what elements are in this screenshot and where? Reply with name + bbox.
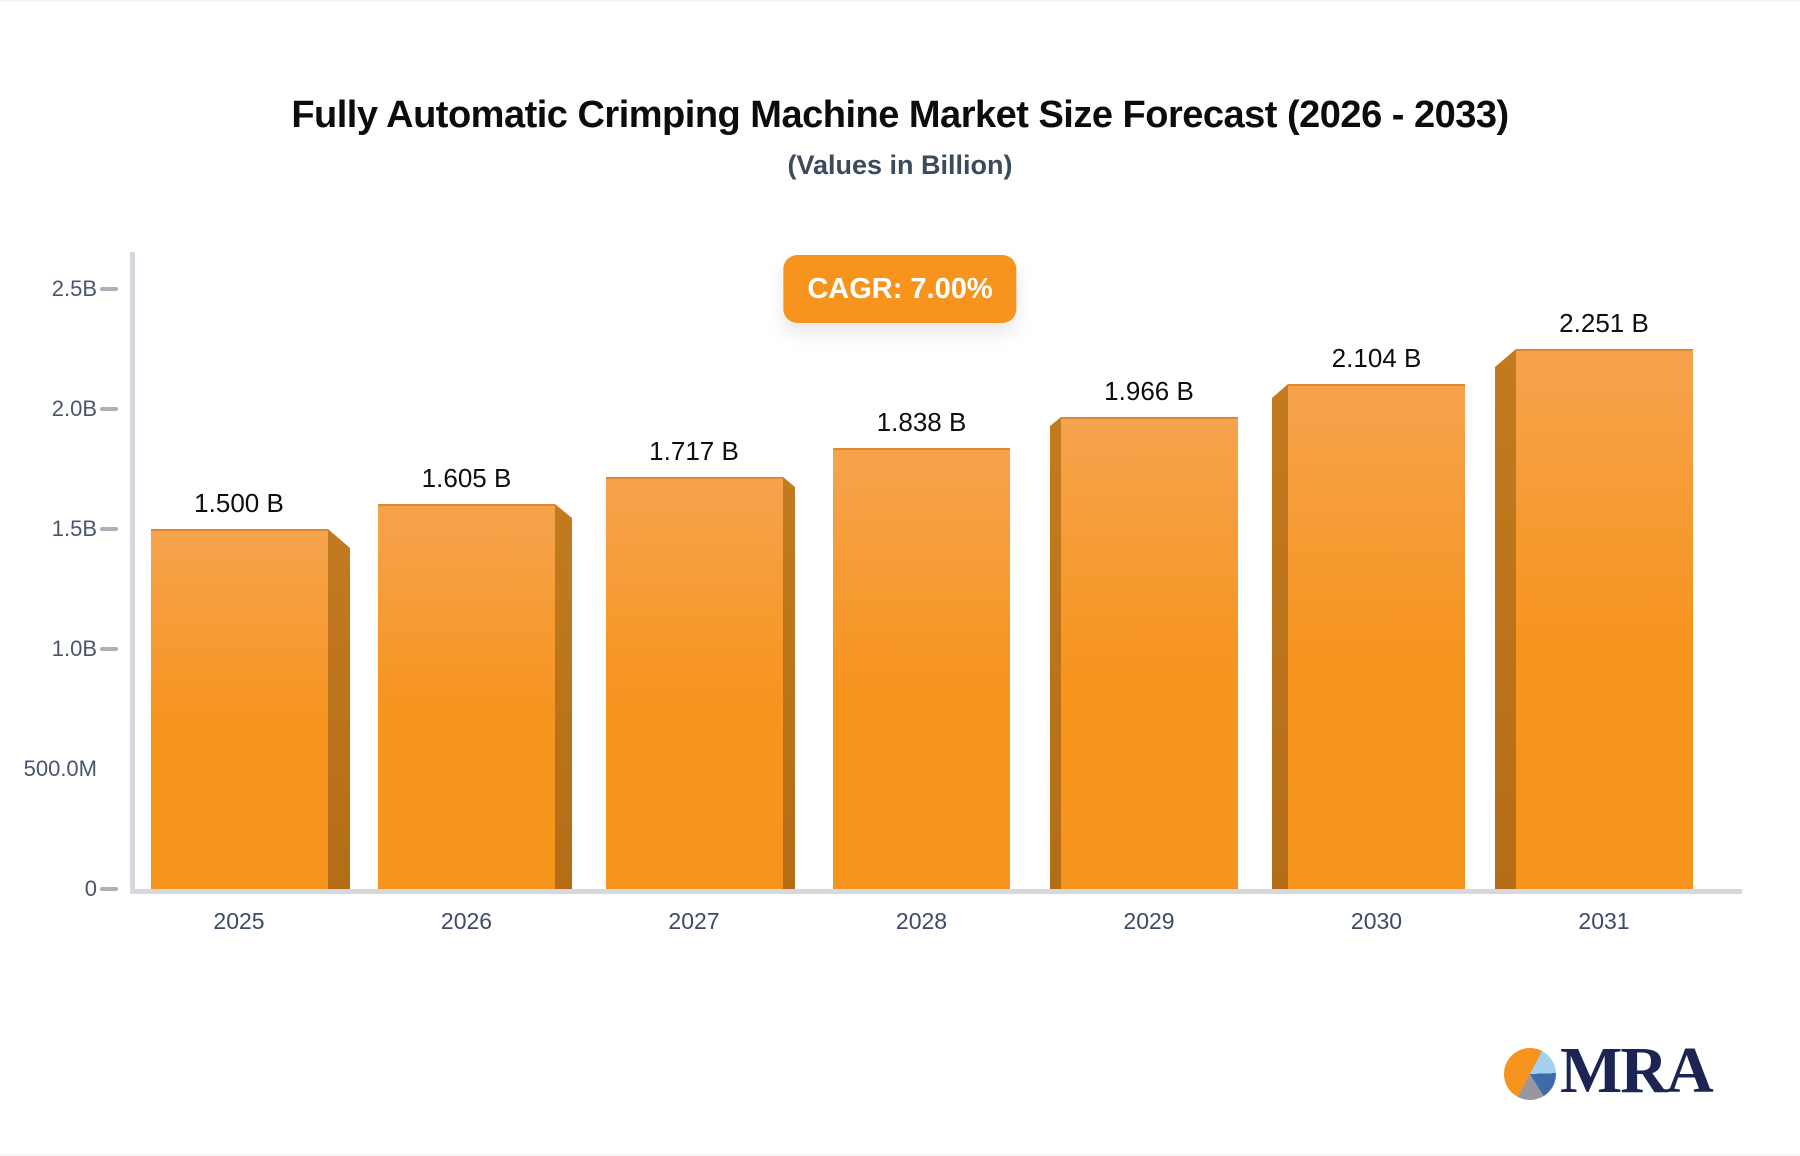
bar-value-label: 1.500 B [194,488,284,518]
bar-value-label: 2.104 B [1331,343,1422,373]
x-axis-category-label: 2030 [1350,908,1403,934]
bar-side-face [1272,384,1288,889]
y-axis-tick-label: 2.5B [51,276,97,301]
y-axis-tick-mark [100,647,118,651]
y-axis-tick-mark [100,287,118,291]
x-axis-line [130,889,1742,894]
bar-value-label: 1.838 B [876,407,967,437]
x-axis-category-label: 2025 [213,908,265,934]
bar-side-face [555,504,572,889]
bar-2025 [151,529,328,889]
y-axis-tick-label: 0 [84,876,97,901]
y-axis-tick-mark [100,407,118,411]
bar-value-label: 1.605 B [421,463,512,493]
y-axis-tick-label: 500.0M [23,756,97,781]
y-axis-tick-mark [100,527,118,531]
bar-2027 [606,477,783,889]
y-axis-tick-label: 2.0B [51,396,97,421]
chart-subtitle: (Values in Billion) [787,150,1013,180]
cagr-badge: CAGR: 7.00% [783,255,1017,323]
bar-value-label: 2.251 B [1559,308,1649,338]
x-axis-category-label: 2028 [895,908,948,934]
chart-title: Fully Automatic Crimping Machine Market … [291,94,1509,136]
bar-value-label: 1.966 B [1104,376,1194,406]
bar-value-label: 1.717 B [649,436,739,466]
y-axis-tick-label: 1.0B [51,636,97,661]
x-axis-category-label: 2027 [668,908,720,934]
bar-side-face [783,477,795,889]
brand-watermark: MRA [1504,1038,1764,1112]
cagr-badge-label: CAGR: 7.00% [807,272,993,305]
bar-2026 [378,504,555,889]
bar-side-face [328,529,350,889]
y-axis-line [130,252,135,893]
pie-chart-icon [1504,1048,1556,1100]
brand-text: MRA [1560,1034,1714,1107]
x-axis-category-label: 2029 [1123,908,1175,934]
y-axis-tick-label: 1.5B [51,516,97,541]
x-axis-category-label: 2031 [1578,908,1630,934]
bar-side-face [1495,349,1516,889]
bar-2029 [1061,417,1238,889]
y-axis-tick-mark [100,887,118,891]
bar-side-face [1050,417,1061,889]
bar-2030 [1288,384,1465,889]
x-axis-category-label: 2026 [440,908,493,934]
bar-2028 [833,448,1010,889]
bar-2031 [1516,349,1693,889]
